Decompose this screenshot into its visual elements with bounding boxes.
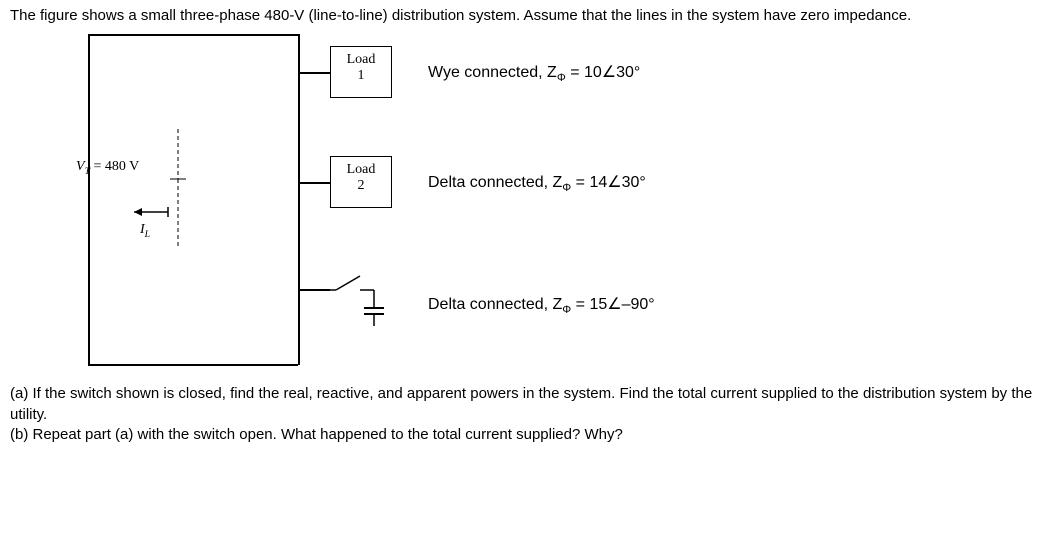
load1-description: Wye connected, ZΦ = 10∠30°: [428, 62, 640, 84]
load2-line1: Load: [331, 162, 391, 178]
switch-capacitor-icon: [330, 272, 390, 342]
load2-line2: 2: [331, 178, 391, 194]
load3-description: Delta connected, ZΦ = 15∠–90°: [428, 294, 655, 316]
question-b: (b) Repeat part (a) with the switch open…: [10, 425, 1035, 445]
questions: (a) If the switch shown is closed, find …: [10, 384, 1035, 445]
load1-box: Load 1: [330, 46, 392, 98]
vt-label: VT = 480 V: [76, 159, 139, 177]
load-labels: Wye connected, ZΦ = 10∠30° Delta connect…: [418, 34, 1035, 374]
problem-intro: The figure shows a small three-phase 480…: [10, 6, 1035, 26]
figure-row: VT = 480 V IL Load 1 Load 2: [10, 34, 1035, 374]
load1-line2: 1: [331, 68, 391, 84]
load2-description: Delta connected, ZΦ = 14∠30°: [428, 172, 646, 194]
circuit-diagram: VT = 480 V IL Load 1 Load 2: [38, 34, 418, 374]
il-label: IL: [140, 222, 150, 240]
load1-line1: Load: [331, 52, 391, 68]
load2-box: Load 2: [330, 156, 392, 208]
question-a: (a) If the switch shown is closed, find …: [10, 384, 1035, 425]
